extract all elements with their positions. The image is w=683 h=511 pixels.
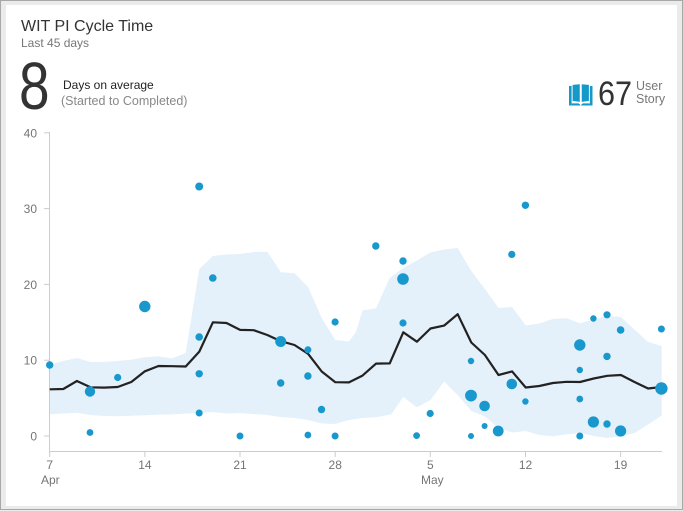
svg-text:20: 20	[24, 278, 38, 292]
svg-text:12: 12	[519, 458, 533, 472]
svg-text:5: 5	[427, 458, 434, 472]
svg-text:28: 28	[329, 458, 343, 472]
svg-text:40: 40	[24, 126, 38, 140]
svg-text:0: 0	[30, 430, 37, 444]
svg-text:May: May	[421, 473, 444, 487]
svg-text:30: 30	[24, 202, 38, 216]
svg-text:7: 7	[46, 458, 53, 472]
svg-text:21: 21	[233, 458, 247, 472]
svg-text:19: 19	[614, 458, 628, 472]
svg-text:14: 14	[138, 458, 152, 472]
svg-text:10: 10	[24, 354, 38, 368]
svg-text:Apr: Apr	[41, 473, 60, 487]
